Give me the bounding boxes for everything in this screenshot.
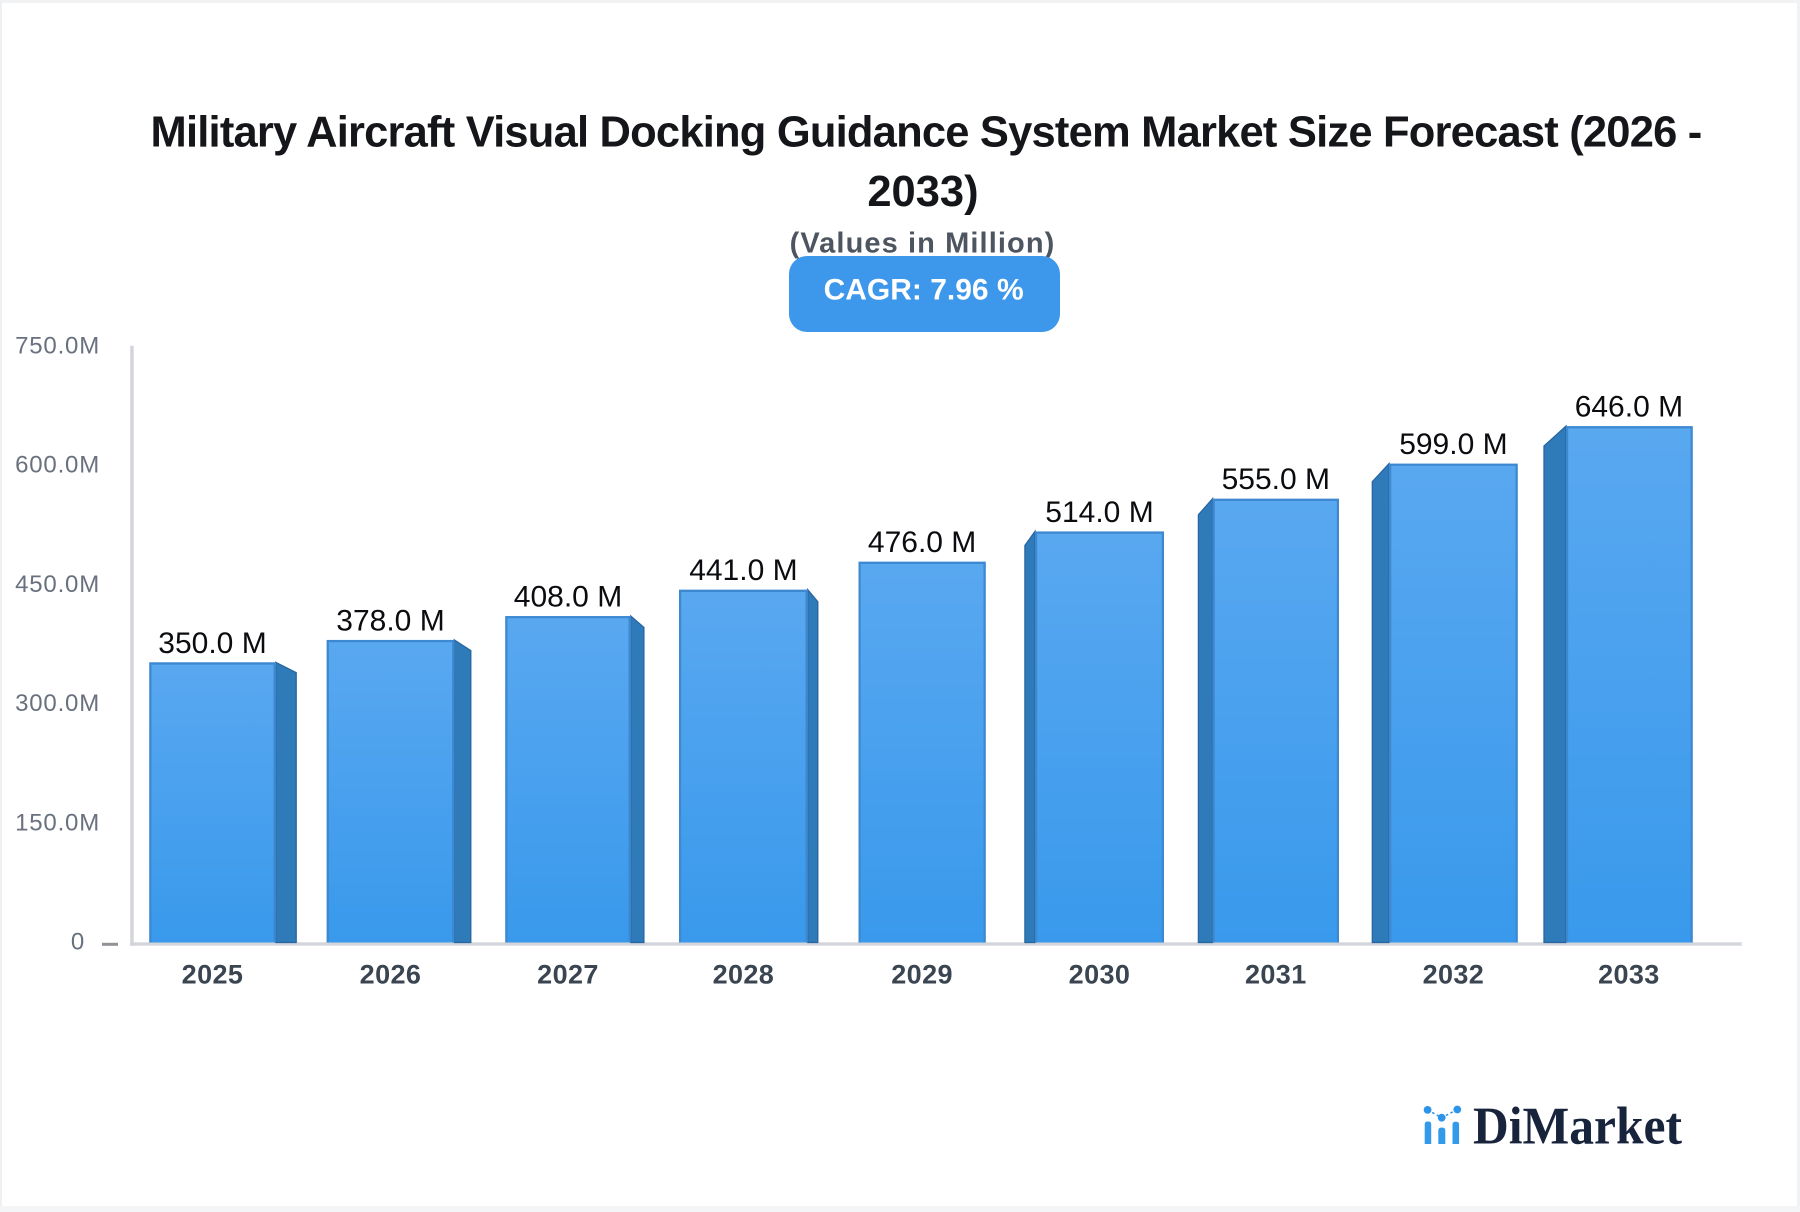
- svg-text:2029: 2029: [891, 960, 953, 990]
- svg-text:150.0M: 150.0M: [15, 809, 100, 836]
- svg-text:599.0 M: 599.0 M: [1399, 428, 1507, 461]
- svg-text:DiMarket: DiMarket: [1473, 1098, 1682, 1156]
- svg-text:Military Aircraft Visual Docki: Military Aircraft Visual Docking Guidanc…: [151, 109, 1702, 157]
- svg-text:(Values in Million): (Values in Million): [790, 228, 1056, 260]
- svg-text:2030: 2030: [1069, 960, 1131, 990]
- svg-text:555.0 M: 555.0 M: [1222, 463, 1330, 496]
- svg-text:450.0M: 450.0M: [15, 571, 100, 598]
- svg-text:476.0 M: 476.0 M: [868, 526, 976, 559]
- svg-text:378.0 M: 378.0 M: [336, 604, 444, 637]
- svg-text:350.0 M: 350.0 M: [158, 627, 266, 660]
- svg-text:600.0M: 600.0M: [15, 452, 100, 479]
- svg-text:2026: 2026: [360, 960, 422, 990]
- svg-text:2033: 2033: [1598, 960, 1660, 990]
- svg-text:646.0 M: 646.0 M: [1575, 391, 1683, 424]
- svg-text:441.0 M: 441.0 M: [689, 554, 797, 587]
- svg-text:2031: 2031: [1245, 960, 1307, 990]
- svg-text:2033): 2033): [867, 168, 978, 216]
- svg-text:514.0 M: 514.0 M: [1045, 496, 1153, 529]
- svg-text:408.0 M: 408.0 M: [514, 581, 622, 614]
- svg-text:2027: 2027: [537, 960, 599, 990]
- svg-text:CAGR: 7.96 %: CAGR: 7.96 %: [824, 274, 1024, 307]
- svg-text:750.0M: 750.0M: [15, 333, 100, 360]
- svg-text:2032: 2032: [1423, 960, 1485, 990]
- svg-text:300.0M: 300.0M: [15, 690, 100, 717]
- svg-text:2028: 2028: [713, 960, 775, 990]
- svg-text:0: 0: [71, 929, 85, 956]
- svg-text:2025: 2025: [182, 960, 244, 990]
